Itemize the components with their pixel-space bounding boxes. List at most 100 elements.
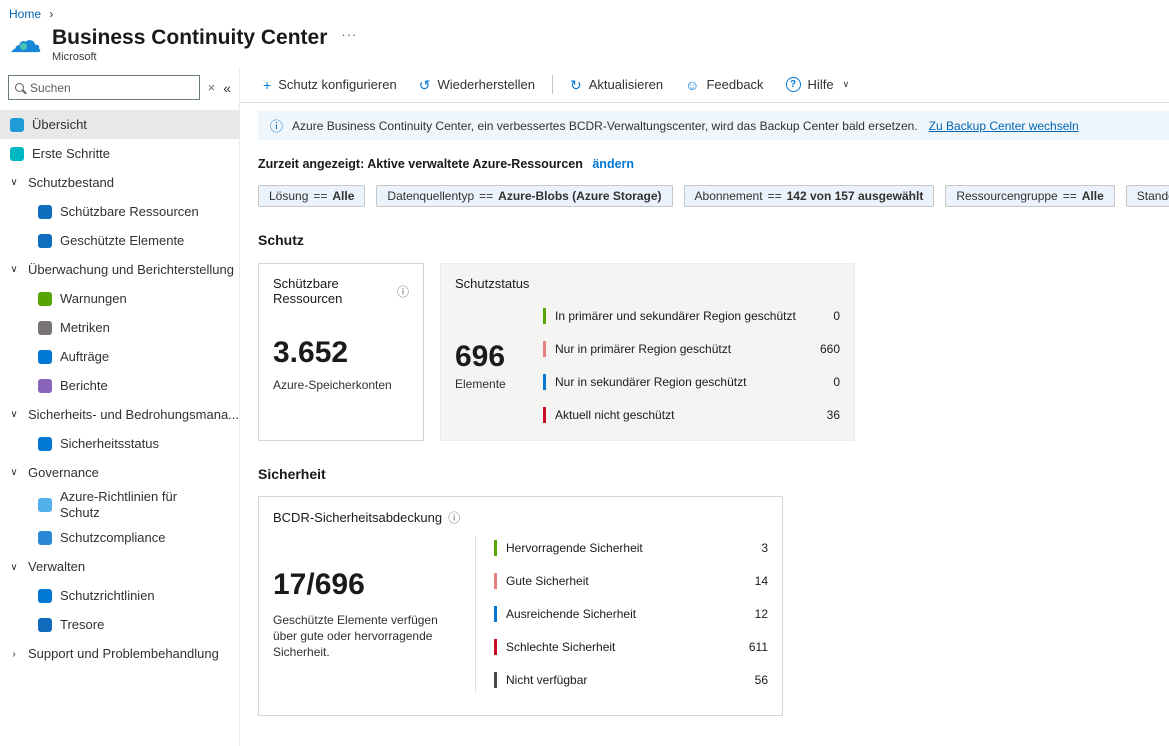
sidebar-item-schuetzbare-ressourcen[interactable]: Schützbare Ressourcen (0, 197, 239, 226)
sidebar-item-metriken[interactable]: Metriken (0, 313, 239, 342)
filter-pill-standort[interactable]: Standort == Alle (1125, 185, 1169, 208)
sidebar-item-label: Azure-Richtlinien für Schutz (60, 489, 178, 521)
reports-icon (38, 378, 52, 393)
security-summary: 17/696 Geschützte Elemente verfügen über… (273, 530, 469, 698)
sidebar-group-ueberwachung[interactable]: ∨ Überwachung und Berichterstellung (0, 255, 239, 284)
filter-pill-ressourcengruppe[interactable]: Ressourcengruppe == Alle (945, 185, 1115, 208)
sidebar-item-schutzrichtlinien[interactable]: Schutzrichtlinien (0, 582, 239, 611)
sidebar-group-support[interactable]: › Support und Problembehandlung (0, 640, 239, 669)
restore-icon: ↺ (418, 76, 431, 93)
help-button[interactable]: ? Hilfe ∨ (777, 74, 859, 95)
jobs-icon (38, 349, 52, 364)
info-icon[interactable]: ⓘ (448, 511, 461, 526)
clear-search-icon[interactable]: × (207, 80, 216, 96)
legend-label: Ausreichende Sicherheit (506, 607, 637, 622)
publisher-label: Microsoft (52, 51, 97, 64)
current-view-line: Zurzeit angezeigt: Aktive verwaltete Azu… (258, 157, 1169, 171)
sidebar-group-label: Sicherheits- und Bedrohungsmana... (28, 406, 240, 422)
logo-accent-dot (20, 43, 27, 50)
search-box[interactable] (8, 75, 200, 101)
security-coverage-ratio: 17/696 (273, 567, 365, 601)
sidebar-item-schutzcompliance[interactable]: Schutzcompliance (0, 524, 239, 553)
toolbar-item-label: Hilfe (807, 77, 834, 93)
sidebar-item-azure-richtlinien[interactable]: Azure-Richtlinien für Schutz (0, 487, 239, 524)
breadcrumb: Home › (0, 0, 1169, 23)
chevron-down-icon: ∨ (10, 264, 18, 276)
sidebar-group-verwalten[interactable]: ∨ Verwalten (0, 553, 239, 582)
legend-label: Gute Sicherheit (506, 574, 589, 589)
security-legend: Hervorragende Sicherheit 3 Gute Sicherhe… (494, 532, 768, 697)
sidebar-item-warnungen[interactable]: Warnungen (0, 284, 239, 313)
azure-policies-icon (38, 498, 52, 513)
sidebar-group-label: Verwalten (28, 559, 86, 575)
card-title: BCDR-Sicherheitsabdeckung (273, 510, 443, 526)
sidebar-item-label: Tresore (60, 617, 105, 633)
body-row: × « Übersicht Erste Schritte ∨ Schutzbes… (0, 67, 1169, 746)
legend-color-bar (543, 340, 546, 357)
configure-protection-button[interactable]: + Schutz konfigurieren (254, 74, 406, 95)
legend-item: Aktuell nicht geschützt 36 (543, 398, 840, 431)
filter-operator: == (313, 189, 328, 204)
protection-status-card[interactable]: Schutzstatus 696 Elemente In primärer un… (440, 263, 855, 442)
legend-count: 12 (754, 607, 768, 622)
filter-operator: == (767, 189, 782, 204)
feedback-button[interactable]: ☺ Feedback (676, 74, 772, 95)
legend-color-bar (494, 639, 497, 656)
restore-button[interactable]: ↺ Wiederherstellen (410, 74, 544, 95)
chevron-down-icon: ∨ (10, 561, 18, 573)
protectable-resources-icon (38, 204, 52, 219)
filter-bar: Lösung == Alle Datenquellentyp == Azure-… (258, 185, 1169, 208)
breadcrumb-home-link[interactable]: Home (9, 7, 42, 21)
legend-item: Gute Sicherheit 14 (494, 565, 768, 598)
compliance-icon (38, 531, 52, 546)
sidebar-item-erste-schritte[interactable]: Erste Schritte (0, 139, 239, 168)
sidebar-item-auftraege[interactable]: Aufträge (0, 342, 239, 371)
refresh-button[interactable]: ↻ Aktualisieren (561, 74, 672, 95)
sidebar-item-uebersicht[interactable]: Übersicht (0, 110, 239, 140)
search-icon (15, 83, 24, 93)
toolbar-item-label: Aktualisieren (588, 77, 664, 93)
security-card-content: 17/696 Geschützte Elemente verfügen über… (273, 530, 768, 698)
info-icon[interactable]: ⓘ (396, 284, 409, 299)
legend-label: Hervorragende Sicherheit (506, 541, 643, 556)
sidebar-item-berichte[interactable]: Berichte (0, 371, 239, 400)
more-options-button[interactable]: ··· (341, 27, 358, 42)
filter-name: Datenquellentyp (387, 189, 475, 204)
sidebar-item-label: Berichte (60, 377, 108, 393)
main-content: + Schutz konfigurieren ↺ Wiederherstelle… (240, 67, 1169, 746)
sidebar-group-label: Überwachung und Berichterstellung (28, 261, 234, 277)
collapse-sidebar-icon[interactable]: « (223, 79, 231, 96)
page-title: Business Continuity Center (52, 26, 328, 49)
search-input[interactable] (30, 80, 193, 95)
filter-pill-abonnement[interactable]: Abonnement == 142 von 157 ausgewählt (683, 185, 935, 208)
legend-label: Nur in primärer Region geschützt (555, 341, 732, 356)
sidebar-group-sicherheits-bedrohungsmanagement[interactable]: ∨ Sicherheits- und Bedrohungsmana... (0, 400, 239, 429)
plus-icon: + (263, 76, 272, 93)
filter-operator: == (1062, 189, 1077, 204)
chevron-right-icon: › (49, 7, 54, 21)
switch-to-backup-center-link[interactable]: Zu Backup Center wechseln (928, 118, 1079, 133)
sidebar-group-governance[interactable]: ∨ Governance (0, 458, 239, 487)
sidebar-item-sicherheitsstatus[interactable]: Sicherheitsstatus (0, 429, 239, 458)
filter-pill-loesung[interactable]: Lösung == Alle (258, 185, 366, 208)
overview-icon (10, 117, 24, 132)
legend-count: 0 (833, 374, 840, 389)
protectable-resources-card[interactable]: Schützbare Ressourcen ⓘ 3.652 Azure-Spei… (258, 263, 424, 442)
bcdr-security-coverage-card[interactable]: BCDR-Sicherheitsabdeckung ⓘ 17/696 Gesch… (258, 496, 783, 717)
sidebar-item-label: Geschützte Elemente (60, 232, 185, 248)
change-view-link[interactable]: ändern (592, 157, 635, 172)
info-banner: ⓘ Azure Business Continuity Center, ein … (258, 111, 1169, 141)
legend-count: 14 (754, 574, 768, 589)
status-card-content: 696 Elemente In primärer und sekundärer … (455, 299, 840, 431)
filter-pill-datenquellentyp[interactable]: Datenquellentyp == Azure-Blobs (Azure St… (376, 185, 673, 208)
legend-count: 56 (754, 673, 768, 688)
info-icon: ⓘ (270, 119, 284, 135)
filter-name: Standort (1136, 189, 1169, 204)
sidebar-item-label: Sicherheitsstatus (60, 435, 159, 451)
sidebar-group-schutzbestand[interactable]: ∨ Schutzbestand (0, 168, 239, 197)
section-title-schutz: Schutz (258, 232, 304, 249)
sidebar-item-label: Metriken (60, 319, 110, 335)
sidebar-item-tresore[interactable]: Tresore (0, 611, 239, 640)
protection-cards-row: Schützbare Ressourcen ⓘ 3.652 Azure-Spei… (258, 263, 1169, 442)
sidebar-item-geschuetzte-elemente[interactable]: Geschützte Elemente (0, 226, 239, 255)
